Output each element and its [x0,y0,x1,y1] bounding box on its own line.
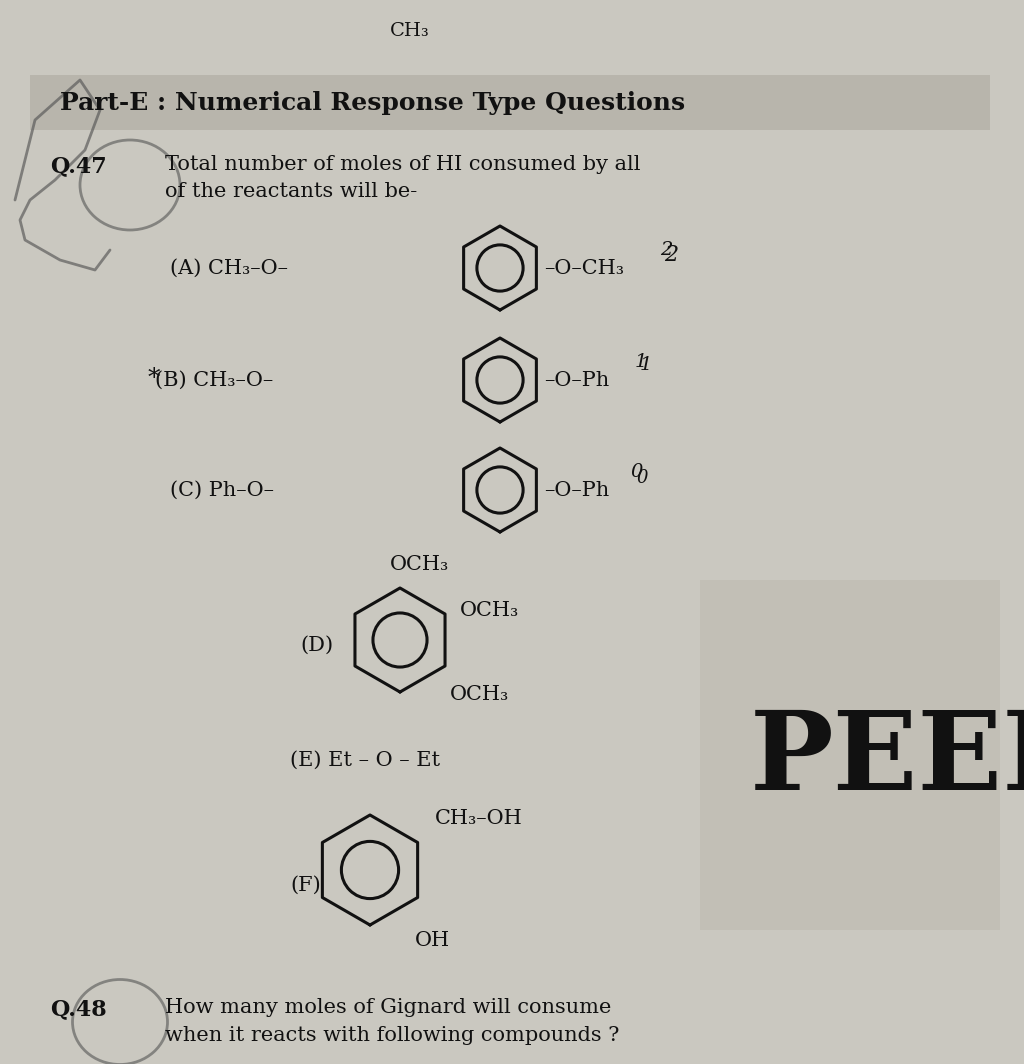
Text: 0: 0 [630,463,642,481]
Text: –O–Ph: –O–Ph [544,481,609,499]
Text: when it reacts with following compounds ?: when it reacts with following compounds … [165,1026,620,1045]
Text: (C) Ph–O–: (C) Ph–O– [170,481,274,499]
Text: –O–Ph: –O–Ph [544,370,609,389]
Text: OCH₃: OCH₃ [460,600,519,619]
Text: Q.48: Q.48 [50,998,106,1020]
Text: Part-E : Numerical Response Type Questions: Part-E : Numerical Response Type Questio… [60,92,685,115]
Text: 1: 1 [635,353,647,371]
Text: 1: 1 [640,356,652,375]
Text: (B) CH₃–O–: (B) CH₃–O– [155,370,273,389]
Text: (E) Et – O – Et: (E) Et – O – Et [290,750,440,769]
Text: OCH₃: OCH₃ [390,555,450,575]
FancyBboxPatch shape [30,74,990,130]
Text: of the reactants will be-: of the reactants will be- [165,182,417,201]
Text: *: * [148,366,161,389]
Text: 2: 2 [664,244,678,266]
Text: 2: 2 [660,242,673,259]
Text: CH₃: CH₃ [390,22,430,40]
Text: PEER: PEER [750,706,1024,814]
Text: OH: OH [415,931,451,949]
Text: OCH₃: OCH₃ [450,685,509,704]
FancyBboxPatch shape [700,580,1000,930]
Text: –O–CH₃: –O–CH₃ [544,259,624,278]
Text: 0: 0 [636,469,647,487]
Text: How many moles of Gignard will consume: How many moles of Gignard will consume [165,998,611,1017]
Text: (A) CH₃–O–: (A) CH₃–O– [170,259,288,278]
Text: CH₃–OH: CH₃–OH [435,809,522,828]
Text: Q.47: Q.47 [50,155,106,177]
Text: (D): (D) [300,635,333,654]
Text: Total number of moles of HI consumed by all: Total number of moles of HI consumed by … [165,155,640,174]
Text: (F): (F) [290,876,321,895]
